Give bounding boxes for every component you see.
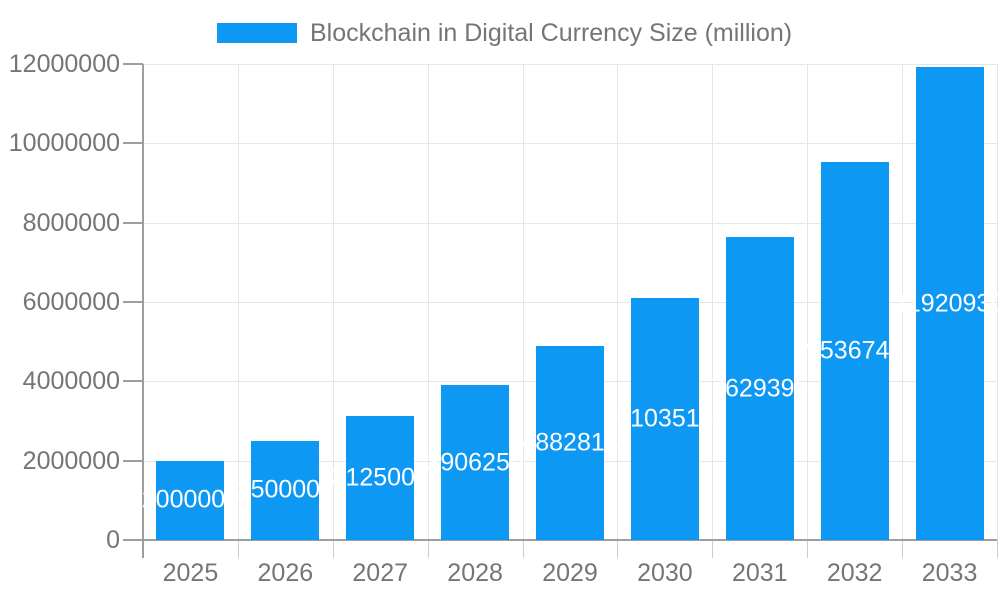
v-gridline — [427, 64, 429, 540]
x-axis-line — [143, 539, 997, 541]
x-tick — [332, 540, 334, 558]
bar-value-label: 3125000 — [331, 463, 429, 492]
legend-swatch — [217, 23, 297, 43]
bar-2033[interactable] — [915, 67, 984, 540]
h-gridline — [143, 64, 997, 65]
x-tick — [142, 540, 144, 558]
y-axis-label: 4000000 — [22, 367, 120, 396]
bar-2029[interactable] — [536, 346, 604, 540]
v-gridline — [332, 64, 334, 540]
x-tick — [617, 540, 619, 558]
v-gridline — [902, 64, 904, 540]
y-axis-label: 12000000 — [8, 50, 120, 78]
bar-2030[interactable] — [630, 297, 699, 540]
v-gridline — [617, 64, 619, 540]
bar-value-label: 2000000 — [141, 485, 240, 514]
legend-label: Blockchain in Digital Currency Size (mil… — [310, 19, 793, 47]
y-tick — [123, 380, 143, 383]
x-axis-label: 2027 — [352, 559, 409, 587]
y-tick — [123, 301, 143, 303]
bar-2032[interactable] — [820, 161, 889, 540]
bar-value-label: 9536744 — [805, 336, 904, 365]
x-tick — [807, 540, 809, 558]
h-gridline — [143, 302, 997, 303]
x-tick — [902, 540, 904, 558]
x-axis-label: 2032 — [826, 559, 883, 587]
bar-2028[interactable] — [441, 385, 510, 540]
h-gridline — [143, 143, 997, 145]
bar-2026[interactable] — [251, 440, 320, 540]
y-axis-label: 2000000 — [22, 446, 120, 475]
legend-item[interactable]: Blockchain in Digital Currency Size (mil… — [217, 19, 792, 47]
bar-value-label: 7629395 — [711, 374, 809, 403]
v-gridline — [997, 64, 998, 540]
x-axis-label: 2030 — [637, 559, 693, 587]
v-gridline — [237, 64, 239, 540]
x-tick — [712, 540, 714, 558]
v-gridline — [807, 64, 809, 540]
y-tick — [123, 539, 143, 541]
x-axis-label: 2031 — [731, 559, 788, 587]
x-axis-label: 2033 — [921, 559, 978, 587]
x-axis-label: 2029 — [542, 559, 598, 587]
bar-2031[interactable] — [725, 237, 794, 540]
y-axis-label: 8000000 — [22, 208, 120, 237]
x-tick — [522, 540, 524, 558]
x-axis-label: 2028 — [447, 559, 503, 587]
bar-value-label: 2500000 — [236, 475, 334, 504]
x-tick — [997, 540, 998, 558]
bar-value-label: 3906250 — [426, 448, 524, 477]
y-tick — [123, 63, 143, 65]
bar-value-label: 4882813 — [521, 428, 619, 457]
v-gridline — [522, 64, 524, 540]
h-gridline — [143, 222, 997, 224]
x-tick — [237, 540, 239, 558]
bar-2025[interactable] — [156, 460, 225, 540]
x-axis-label: 2025 — [162, 559, 219, 587]
x-tick — [427, 540, 429, 558]
y-axis-label: 10000000 — [8, 129, 120, 158]
x-axis-label: 2026 — [257, 559, 314, 587]
y-tick — [123, 459, 143, 462]
bar-value-label: 11920930 — [894, 289, 1000, 318]
y-tick — [123, 221, 143, 224]
y-axis-line — [142, 64, 144, 540]
y-axis-label: 6000000 — [22, 288, 120, 316]
y-tick — [123, 142, 143, 145]
bar-2027[interactable] — [346, 416, 415, 540]
y-axis-label: 0 — [106, 526, 120, 554]
v-gridline — [712, 64, 714, 540]
bar-value-label: 6103516 — [616, 404, 714, 433]
